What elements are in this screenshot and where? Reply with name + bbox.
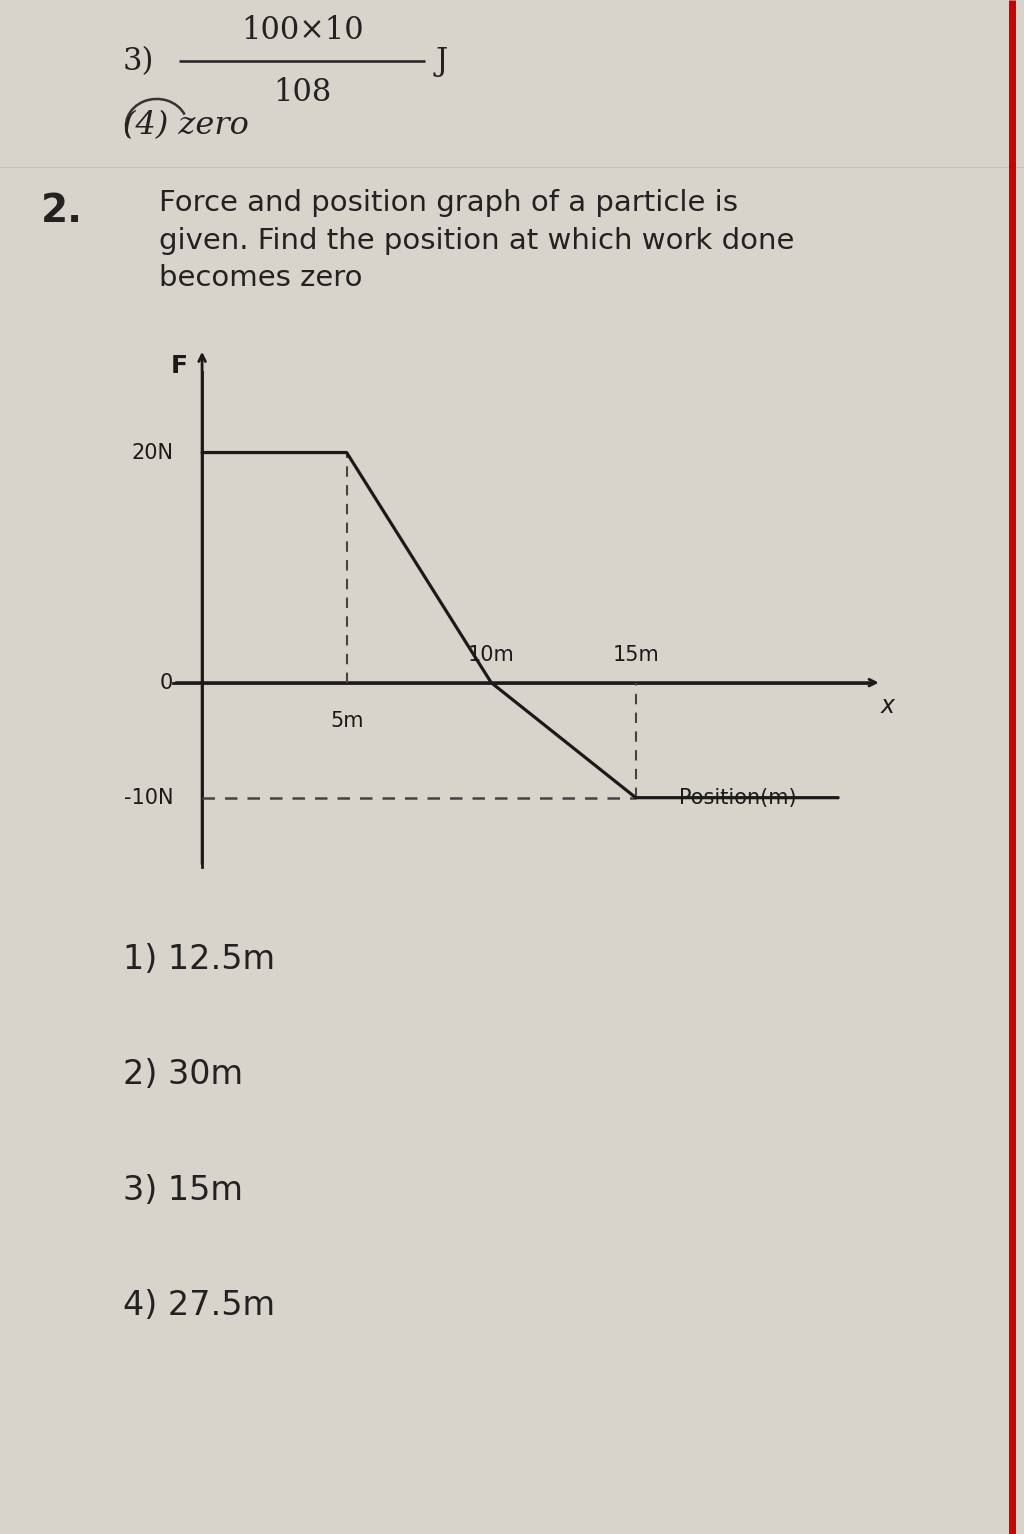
Text: x: x [881,693,894,718]
Text: 4) 27.5m: 4) 27.5m [123,1289,275,1322]
Text: 5m: 5m [330,712,364,732]
Text: (4) zero: (4) zero [123,110,249,141]
Text: -10N: -10N [124,787,173,808]
Text: becomes zero: becomes zero [159,264,362,291]
Text: 2.: 2. [41,192,83,230]
Text: 3) 15m: 3) 15m [123,1174,243,1207]
Text: Force and position graph of a particle is: Force and position graph of a particle i… [159,189,737,216]
Text: 20N: 20N [131,442,173,463]
Text: F: F [170,354,187,379]
Text: 0: 0 [160,672,173,693]
Text: 3): 3) [123,46,155,77]
Text: 15m: 15m [612,646,659,666]
Text: 10m: 10m [468,646,515,666]
Text: J: J [435,46,447,77]
Text: 1) 12.5m: 1) 12.5m [123,943,275,977]
Text: Position(m): Position(m) [679,787,797,808]
Text: 108: 108 [273,77,331,107]
Text: 100×10: 100×10 [241,15,364,46]
Text: 2) 30m: 2) 30m [123,1058,243,1092]
Text: given. Find the position at which work done: given. Find the position at which work d… [159,227,794,255]
